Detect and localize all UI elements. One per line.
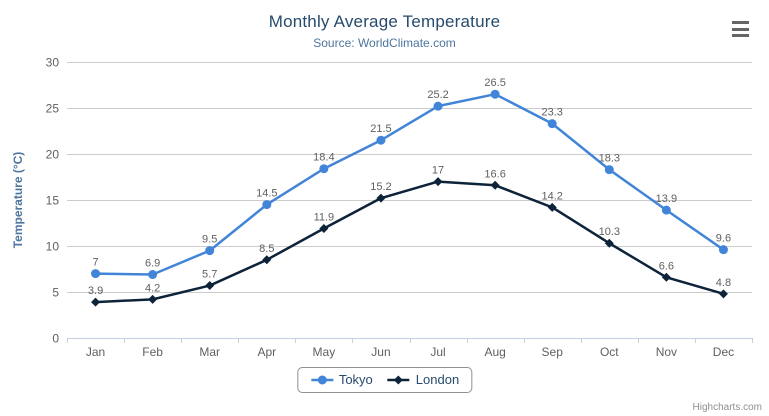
data-label: 8.5 <box>259 243 274 255</box>
x-axis-label: Dec <box>713 345 734 359</box>
tokyo-data-point[interactable] <box>319 164 329 174</box>
tokyo-data-point[interactable] <box>490 89 500 99</box>
y-axis-title: Temperature (°C) <box>11 152 25 249</box>
data-label: 17 <box>432 165 444 177</box>
tokyo-data-point[interactable] <box>91 269 101 279</box>
london-line-marker-icon <box>387 375 410 384</box>
data-label: 14.2 <box>541 190 562 202</box>
tokyo-data-point[interactable] <box>262 200 272 210</box>
tokyo-data-point[interactable] <box>148 270 158 280</box>
london-data-point[interactable] <box>661 272 671 282</box>
data-label: 3.9 <box>88 285 103 297</box>
data-label: 6.6 <box>659 260 674 272</box>
x-axis-label: Sep <box>542 345 564 359</box>
tokyo-data-point[interactable] <box>547 119 557 129</box>
legend-item-tokyo[interactable]: Tokyo <box>310 372 373 387</box>
y-axis-label: 25 <box>46 102 60 116</box>
highcharts-credits-link[interactable]: Highcharts.com <box>692 402 762 413</box>
tokyo-series-line[interactable] <box>94 92 725 276</box>
london-data-point[interactable] <box>262 255 272 265</box>
legend: Tokyo London <box>296 367 473 393</box>
tokyo-data-point[interactable] <box>376 135 386 145</box>
london-data-point[interactable] <box>91 297 101 307</box>
data-label: 10.3 <box>599 226 620 238</box>
y-axis-label: 15 <box>46 194 60 208</box>
y-axis-label: 0 <box>52 332 59 346</box>
data-label: 15.2 <box>370 181 391 193</box>
tokyo-data-point[interactable] <box>661 205 671 215</box>
hamburger-bar <box>732 21 749 24</box>
x-axis-label: Jan <box>86 345 105 359</box>
london-data-point[interactable] <box>376 193 386 203</box>
data-label: 25.2 <box>427 89 448 101</box>
data-label: 23.3 <box>541 107 562 119</box>
data-label: 9.5 <box>202 234 217 246</box>
y-axis-label: 10 <box>46 240 60 254</box>
data-label: 18.3 <box>599 153 620 165</box>
london-data-point[interactable] <box>433 177 443 187</box>
x-axis-label: Mar <box>199 345 220 359</box>
x-axis-label: Feb <box>142 345 163 359</box>
legend-item-london[interactable]: London <box>387 372 459 387</box>
tokyo-data-point[interactable] <box>604 165 614 175</box>
data-label: 4.2 <box>145 282 160 294</box>
data-label: 9.6 <box>716 233 731 245</box>
data-label: 5.7 <box>202 269 217 281</box>
london-data-point[interactable] <box>319 224 329 234</box>
x-axis-label: Oct <box>600 345 619 359</box>
london-data-point[interactable] <box>490 180 500 190</box>
y-axis-label: 30 <box>46 56 60 70</box>
hamburger-bar <box>732 34 749 37</box>
hamburger-bar <box>732 27 749 31</box>
tokyo-data-point[interactable] <box>718 245 728 255</box>
london-data-point[interactable] <box>604 238 614 248</box>
data-label: 21.5 <box>370 123 391 135</box>
chart-subtitle: Source: WorldClimate.com <box>313 36 456 50</box>
data-label: 11.9 <box>314 212 335 224</box>
x-axis-label: Jun <box>371 345 390 359</box>
tokyo-line-marker-icon <box>310 375 333 384</box>
hamburger-menu-icon[interactable] <box>732 21 749 37</box>
tokyo-data-point[interactable] <box>205 246 215 256</box>
data-label: 18.4 <box>313 152 334 164</box>
london-series-line[interactable] <box>94 180 725 304</box>
data-label: 14.5 <box>256 188 277 200</box>
data-label: 16.6 <box>484 168 505 180</box>
london-data-point[interactable] <box>205 281 215 291</box>
y-axis-label: 5 <box>52 286 59 300</box>
x-axis-label: Jul <box>430 345 445 359</box>
x-axis-label: Apr <box>257 345 276 359</box>
x-axis-label: Nov <box>656 345 677 359</box>
data-label: 7 <box>92 257 98 269</box>
data-label: 4.8 <box>716 277 731 289</box>
legend-label-london: London <box>415 372 460 387</box>
x-axis-label: May <box>313 345 336 359</box>
y-axis-label: 20 <box>46 148 60 162</box>
data-label: 6.9 <box>145 258 160 270</box>
london-data-point[interactable] <box>148 294 158 304</box>
london-data-point[interactable] <box>718 289 728 299</box>
tokyo-data-point[interactable] <box>433 101 443 111</box>
london-data-point[interactable] <box>547 202 557 212</box>
data-label: 13.9 <box>656 193 677 205</box>
chart-title: Monthly Average Temperature <box>268 12 501 31</box>
data-label: 26.5 <box>484 77 505 89</box>
x-axis-label: Aug <box>484 345 505 359</box>
legend-label-tokyo: Tokyo <box>338 372 373 387</box>
